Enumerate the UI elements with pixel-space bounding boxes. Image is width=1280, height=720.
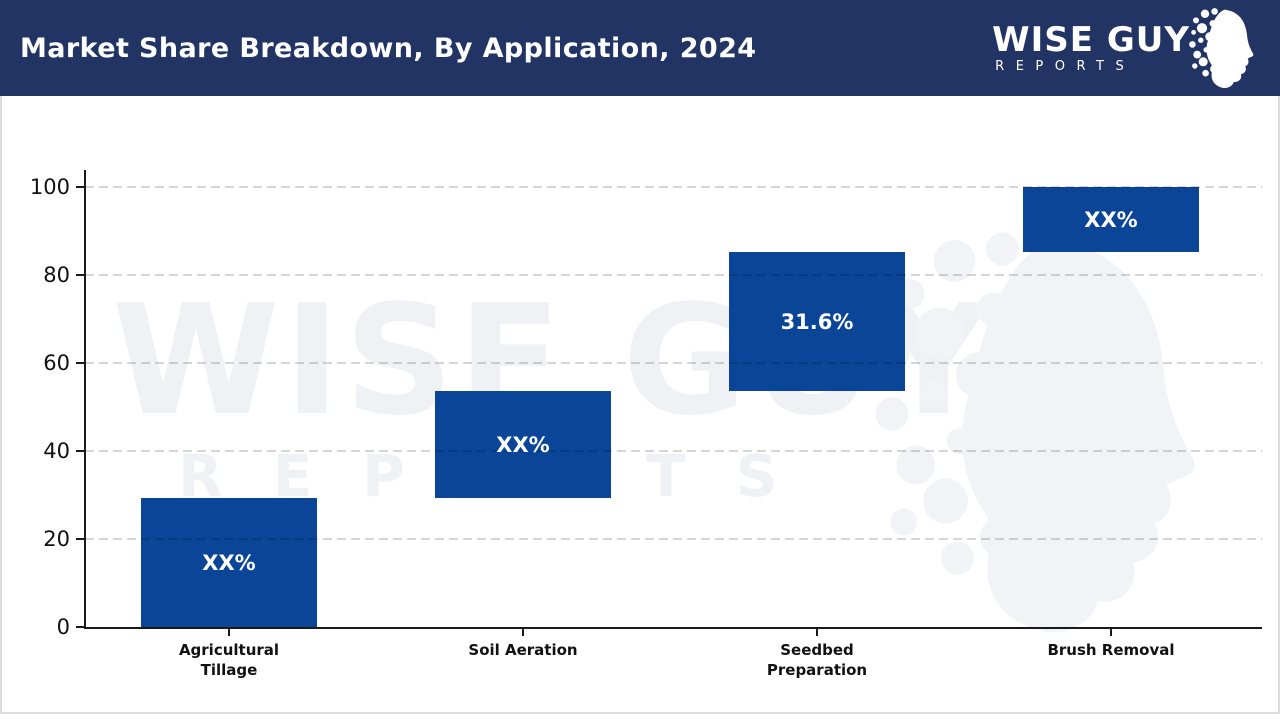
gridline — [85, 186, 1262, 188]
x-axis-tick — [228, 629, 230, 636]
y-tick-label: 100 — [29, 175, 70, 199]
x-axis-tick — [816, 629, 818, 636]
y-axis-line — [84, 170, 86, 629]
x-category-label: Soil Aeration — [468, 641, 578, 659]
wise-guy-face-icon — [1189, 8, 1254, 89]
bar-segment — [729, 252, 905, 392]
x-axis-tick — [1110, 629, 1112, 636]
gridline — [85, 362, 1262, 364]
gridline — [85, 274, 1262, 276]
x-axis-line — [84, 627, 1262, 629]
y-axis-tick — [76, 362, 84, 364]
y-axis-tick — [76, 626, 84, 628]
y-tick-label: 20 — [43, 527, 70, 551]
bar-segment — [141, 498, 317, 627]
x-category-label: Agricultural Tillage — [178, 641, 280, 679]
bar-data-label: 31.6% — [780, 309, 854, 334]
gridline — [85, 538, 1262, 540]
bar-data-label: XX% — [202, 550, 256, 575]
y-tick-label: 40 — [43, 439, 70, 463]
y-axis-tick — [76, 450, 84, 452]
y-tick-label: 60 — [43, 351, 70, 375]
header: Market Share Breakdown, By Application, … — [0, 0, 1280, 96]
bar-data-label: XX% — [496, 432, 550, 457]
brand-name: WISE GUY — [992, 20, 1190, 60]
y-axis-tick — [76, 274, 84, 276]
brand-wordmark: WISE GUY REPORTS — [992, 23, 1190, 73]
x-category-label: Seedbed Preparation — [766, 641, 868, 679]
bar-data-label: XX% — [1084, 207, 1138, 232]
watermark-face-icon — [875, 232, 1195, 633]
x-category-label: Brush Removal — [1047, 641, 1175, 659]
bar-segment — [1023, 187, 1199, 253]
y-tick-label: 80 — [43, 263, 70, 287]
page-title: Market Share Breakdown, By Application, … — [20, 32, 757, 64]
x-axis-tick — [522, 629, 524, 636]
gridline — [85, 450, 1262, 452]
y-axis-tick — [76, 186, 84, 188]
brand-logo: WISE GUY REPORTS — [992, 6, 1280, 90]
brand-tagline: REPORTS — [995, 59, 1136, 74]
y-axis-tick — [76, 538, 84, 540]
bar-segment — [435, 391, 611, 499]
y-tick-label: 0 — [56, 615, 70, 639]
